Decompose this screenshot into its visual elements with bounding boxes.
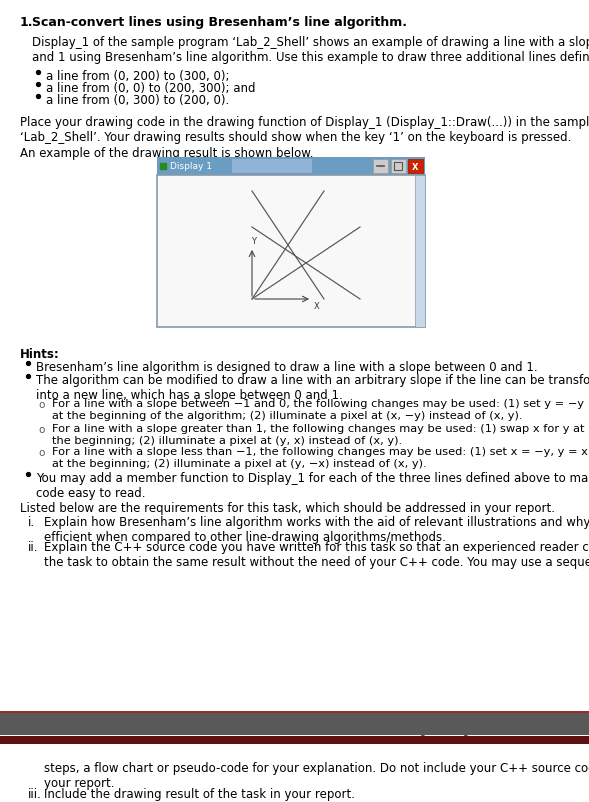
Text: X: X (314, 302, 320, 310)
Text: Place your drawing code in the drawing function of Display_1 (Display_1::Draw(..: Place your drawing code in the drawing f… (20, 115, 589, 144)
Text: X: X (412, 162, 419, 172)
Text: Explain how Bresenham’s line algorithm works with the aid of relevant illustrati: Explain how Bresenham’s line algorithm w… (44, 516, 589, 543)
Text: Listed below are the requirements for this task, which should be addressed in yo: Listed below are the requirements for th… (20, 501, 555, 514)
Text: steps, a flow chart or pseudo-code for your explanation. Do not include your C++: steps, a flow chart or pseudo-code for y… (44, 761, 589, 789)
Bar (232, 160, 312, 174)
Bar (373, 160, 388, 174)
Bar (157, 158, 425, 176)
Text: a line from (0, 300) to (200, 0).: a line from (0, 300) to (200, 0). (46, 94, 229, 107)
Text: Scan-convert lines using Bresenham’s line algorithm.: Scan-convert lines using Bresenham’s lin… (32, 16, 407, 29)
Text: Y: Y (252, 237, 256, 245)
Text: For a line with a slope less than −1, the following changes may be used: (1) set: For a line with a slope less than −1, th… (52, 447, 588, 468)
Text: Include the drawing result of the task in your report.: Include the drawing result of the task i… (44, 787, 355, 800)
Text: You may add a member function to Display_1 for each of the three lines defined a: You may add a member function to Display… (36, 472, 589, 500)
Text: Bresenham’s line algorithm is designed to draw a line with a slope between 0 and: Bresenham’s line algorithm is designed t… (36, 361, 538, 374)
Text: The algorithm can be modified to draw a line with an arbitrary slope if the line: The algorithm can be modified to draw a … (36, 374, 589, 402)
Bar (394, 163, 402, 171)
Bar (0, 713, 589, 735)
Text: a line from (0, 200) to (300, 0);: a line from (0, 200) to (300, 0); (46, 70, 230, 83)
Text: For a line with a slope greater than 1, the following changes may be used: (1) s: For a line with a slope greater than 1, … (52, 423, 584, 445)
Text: Display_1 of the sample program ‘Lab_2_Shell’ shows an example of drawing a line: Display_1 of the sample program ‘Lab_2_S… (32, 36, 589, 64)
Text: o: o (39, 448, 45, 457)
Text: For a line with a slope between −1 and 0, the following changes may be used: (1): For a line with a slope between −1 and 0… (52, 399, 584, 420)
Text: An example of the drawing result is shown below.: An example of the drawing result is show… (20, 147, 313, 160)
Text: o: o (39, 399, 45, 410)
Text: o: o (39, 424, 45, 435)
Bar (391, 160, 406, 174)
Text: Hints:: Hints: (20, 347, 59, 361)
Text: i.: i. (28, 516, 35, 529)
Bar (157, 176, 425, 327)
Text: Dr. J.J. Zou, WSU School of Engineering: Dr. J.J. Zou, WSU School of Engineering (14, 717, 231, 727)
Text: Explain the C++ source code you have written for this task so that an experience: Explain the C++ source code you have wri… (44, 541, 589, 569)
Text: a line from (0, 0) to (200, 300); and: a line from (0, 0) to (200, 300); and (46, 82, 256, 95)
Bar (415, 176, 425, 327)
Bar (408, 160, 423, 174)
Text: ii.: ii. (28, 541, 38, 553)
Text: 300029 Engineering Visualization: Lab 2: 300029 Engineering Visualization: Lab 2 (365, 725, 575, 735)
Text: iii.: iii. (28, 787, 42, 800)
Text: Display 1: Display 1 (170, 162, 212, 171)
Bar (0, 736, 589, 744)
Text: 1.: 1. (20, 16, 34, 29)
Text: Page 3: Page 3 (537, 717, 575, 727)
